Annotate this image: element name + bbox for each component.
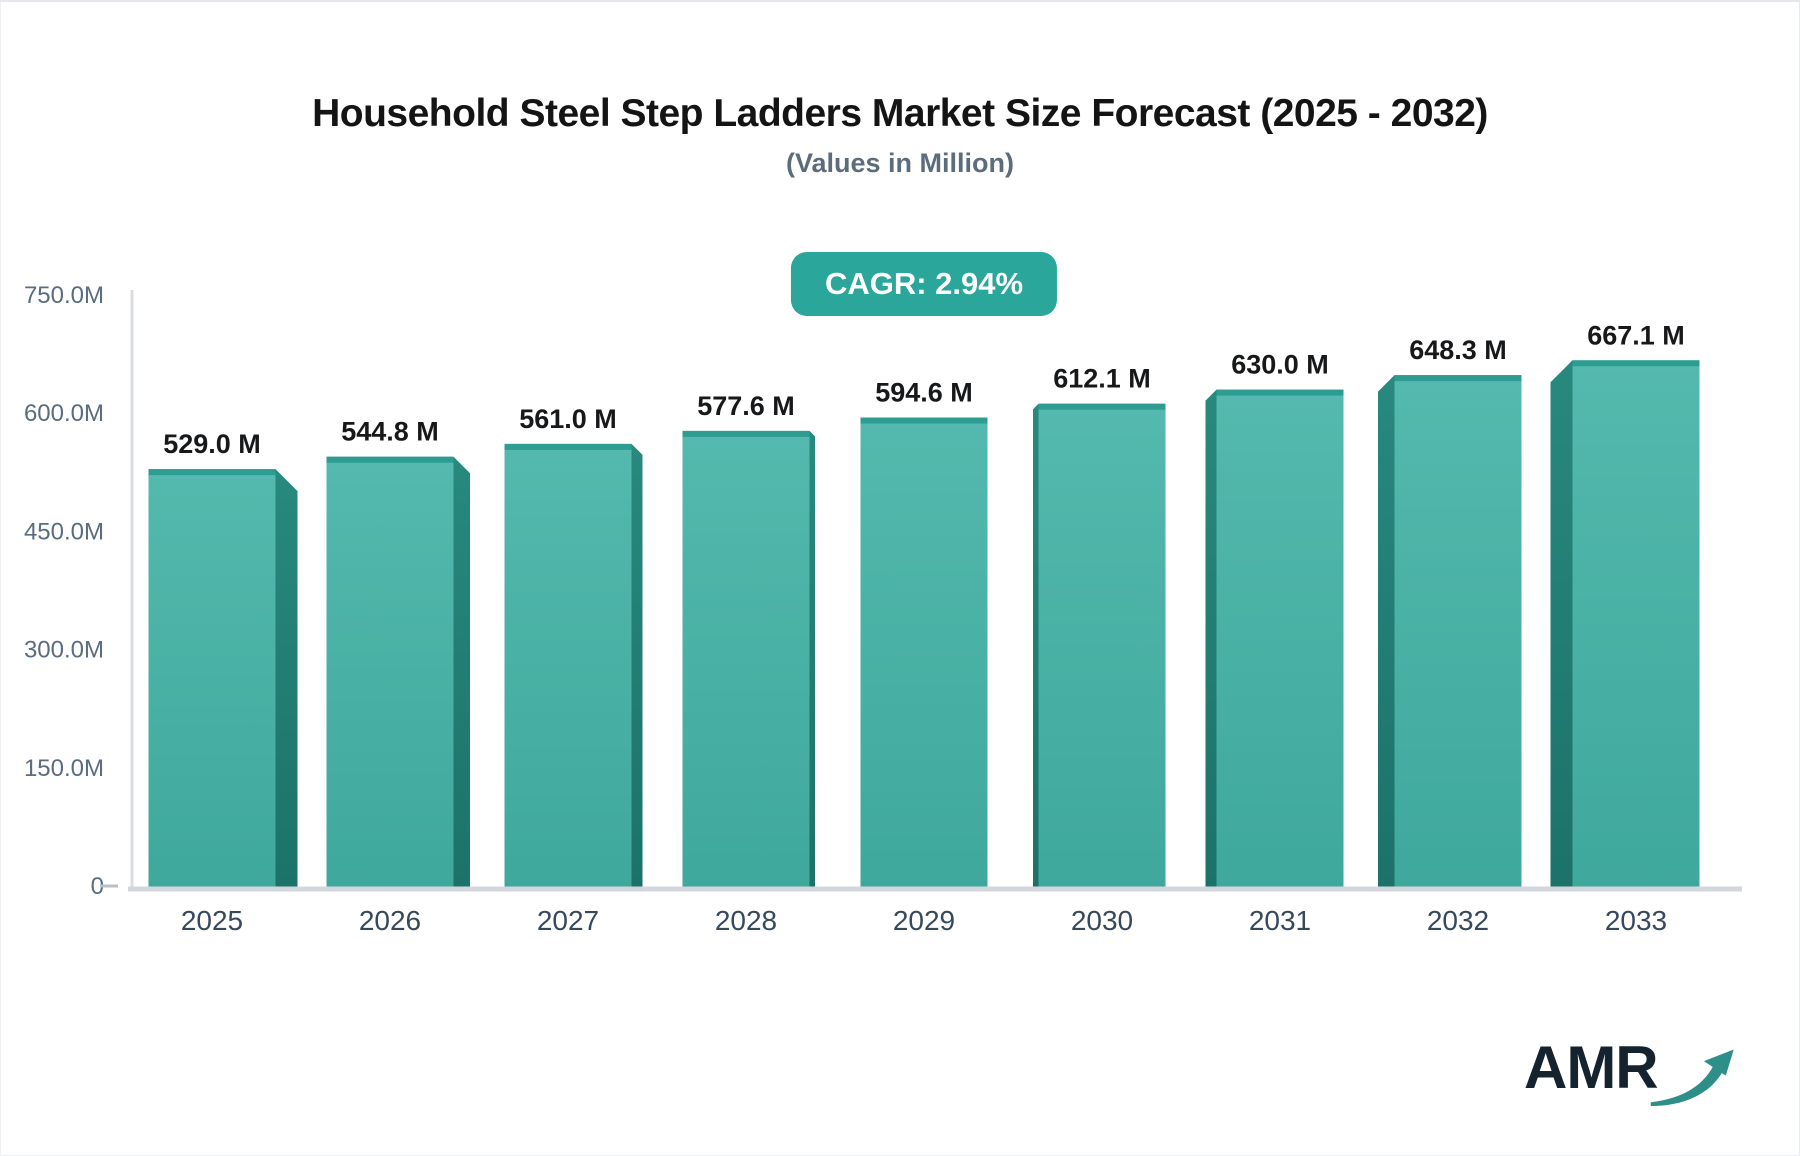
bar-top-edge [860,417,988,424]
y-tick-label: 150.0M [24,755,104,782]
bar-2025 [148,469,276,889]
bar-top-edge [148,469,276,476]
x-axis-label: 2027 [537,905,599,936]
bar-side-face [453,456,470,889]
bar-side-face [1033,403,1039,889]
x-axis-label: 2030 [1071,905,1133,936]
bar-side-face [1378,375,1395,890]
bar-side-face [809,430,815,889]
bar-top-edge [1394,375,1522,382]
x-axis-label: 2025 [181,905,243,936]
y-tick-label: 600.0M [24,400,104,427]
bar-2029 [860,417,988,889]
bar-value-label: 529.0 M [163,429,261,459]
bar-2030 [1038,403,1166,889]
x-axis-label: 2028 [715,905,777,936]
x-axis-label: 2032 [1427,905,1489,936]
x-axis-label: 2033 [1605,905,1667,936]
bar-top-edge [1216,389,1344,396]
cagr-badge: CAGR: 2.94% [790,252,1058,316]
chart-subtitle: (Values in Million) [785,148,1015,178]
bar-top-edge [326,456,454,463]
bar-side-face [275,469,298,889]
bar-value-label: 612.1 M [1053,364,1151,394]
bar-value-label: 667.1 M [1587,320,1685,350]
bar-side-face [1205,389,1217,889]
bar-value-label: 544.8 M [341,417,439,447]
bar-2026 [326,456,454,889]
x-axis-label: 2031 [1249,905,1311,936]
bar-top-edge [1038,403,1166,410]
bar-top-edge [682,430,810,437]
bar-top-edge [1572,360,1700,367]
bar-2031 [1216,389,1344,889]
y-tick-label: 0 [91,873,104,900]
bar-top-edge [504,443,632,450]
bar-2033 [1572,360,1700,889]
bar-2028 [682,430,810,889]
bar-value-label: 630.0 M [1231,350,1329,380]
y-tick-label: 300.0M [24,637,104,664]
bar-side-face [631,443,643,889]
bar-side-face [1550,360,1573,889]
brand-name: AMR [1524,1034,1659,1101]
y-tick-label: 750.0M [24,282,104,309]
bar-value-label: 577.6 M [697,391,795,421]
x-axis-label: 2029 [893,905,955,936]
bar-value-label: 594.6 M [875,378,973,408]
bar-2027 [504,443,632,889]
bar-value-label: 648.3 M [1409,335,1507,365]
x-axis-label: 2026 [359,905,421,936]
bar-2032 [1394,375,1522,890]
bar-value-label: 561.0 M [519,404,617,434]
cagr-label: CAGR: 2.94% [824,266,1024,301]
y-tick-label: 450.0M [24,518,104,545]
chart-title: Household Steel Step Ladders Market Size… [312,92,1488,135]
growth-arrow-icon [1650,1049,1734,1107]
brand-logo: AMR [1524,1034,1764,1114]
